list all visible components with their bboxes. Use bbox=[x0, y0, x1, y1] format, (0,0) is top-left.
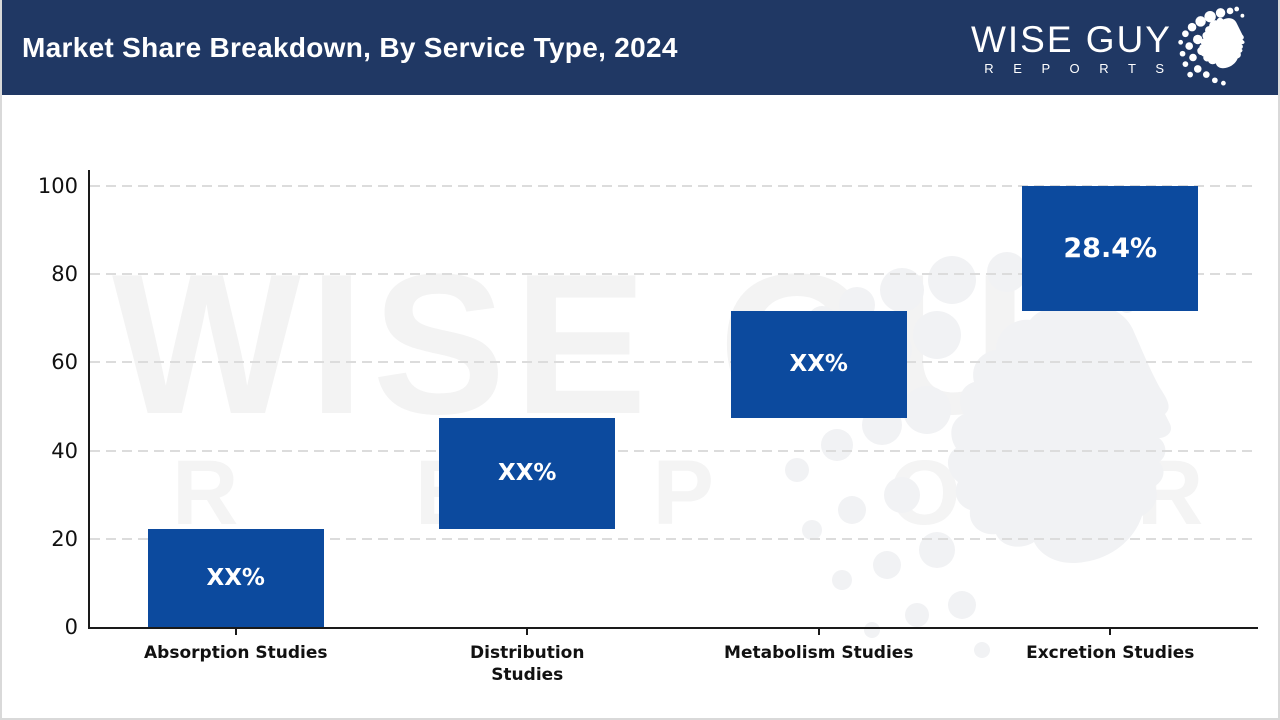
gridline-80 bbox=[90, 273, 1256, 276]
gridline-40 bbox=[90, 449, 1256, 452]
bar-value-label: XX% bbox=[497, 460, 557, 487]
x-category-label: Absorption Studies bbox=[144, 643, 328, 663]
y-tick-label-0: 0 bbox=[64, 615, 78, 639]
y-tick-label-80: 80 bbox=[51, 262, 78, 287]
gridline-100 bbox=[90, 185, 1256, 187]
plot-area: XX% XX% XX% 28.4% bbox=[90, 185, 1256, 627]
bar-absorption-studies: XX% bbox=[147, 528, 324, 627]
x-tick-mark bbox=[526, 629, 529, 635]
header: Market Share Breakdown, By Service Type,… bbox=[2, 0, 1278, 95]
x-category-label: Metabolism Studies bbox=[724, 643, 914, 663]
x-tick-marks bbox=[90, 629, 1256, 635]
logo-subtext: R E P O R T S bbox=[984, 60, 1172, 76]
bar-metabolism-studies: XX% bbox=[730, 311, 907, 418]
bar-value-label: XX% bbox=[789, 351, 848, 378]
y-tick-labels: 0 20 40 60 80 100 bbox=[2, 174, 78, 639]
chart-area: WISE GU R E P O R T S XX%XX%XX%28.4% 020… bbox=[2, 95, 1278, 718]
logo-wordmark: WISE GUY bbox=[970, 18, 1172, 60]
x-tick-mark bbox=[234, 629, 237, 635]
x-tick-mark bbox=[817, 629, 820, 635]
logo-face-icon bbox=[1178, 6, 1245, 86]
bar-value-label: XX% bbox=[206, 564, 265, 591]
x-tick-mark bbox=[1109, 629, 1112, 635]
y-axis-line bbox=[88, 170, 90, 629]
bar-value-label: 28.4% bbox=[1063, 233, 1158, 265]
y-tick-label-60: 60 bbox=[51, 350, 78, 375]
bar-distribution-studies: XX% bbox=[439, 417, 616, 529]
gridline-60 bbox=[90, 361, 1256, 364]
y-tick-label-40: 40 bbox=[51, 438, 78, 463]
gridline-20 bbox=[90, 537, 1256, 540]
page-title: Market Share Breakdown, By Service Type,… bbox=[22, 31, 678, 63]
bar-excretion-studies: 28.4% bbox=[1022, 186, 1199, 312]
x-category-label: Distribution Studies bbox=[470, 643, 585, 686]
x-category-label: Excretion Studies bbox=[1026, 643, 1195, 663]
y-tick-label-100: 100 bbox=[37, 174, 78, 198]
brand-logo-text: WISE GUY R E P O R T S bbox=[971, 21, 1172, 75]
y-tick-label-20: 20 bbox=[51, 526, 78, 551]
x-axis-line bbox=[88, 627, 1258, 629]
brand-logo: WISE GUY R E P O R T S bbox=[971, 4, 1250, 92]
